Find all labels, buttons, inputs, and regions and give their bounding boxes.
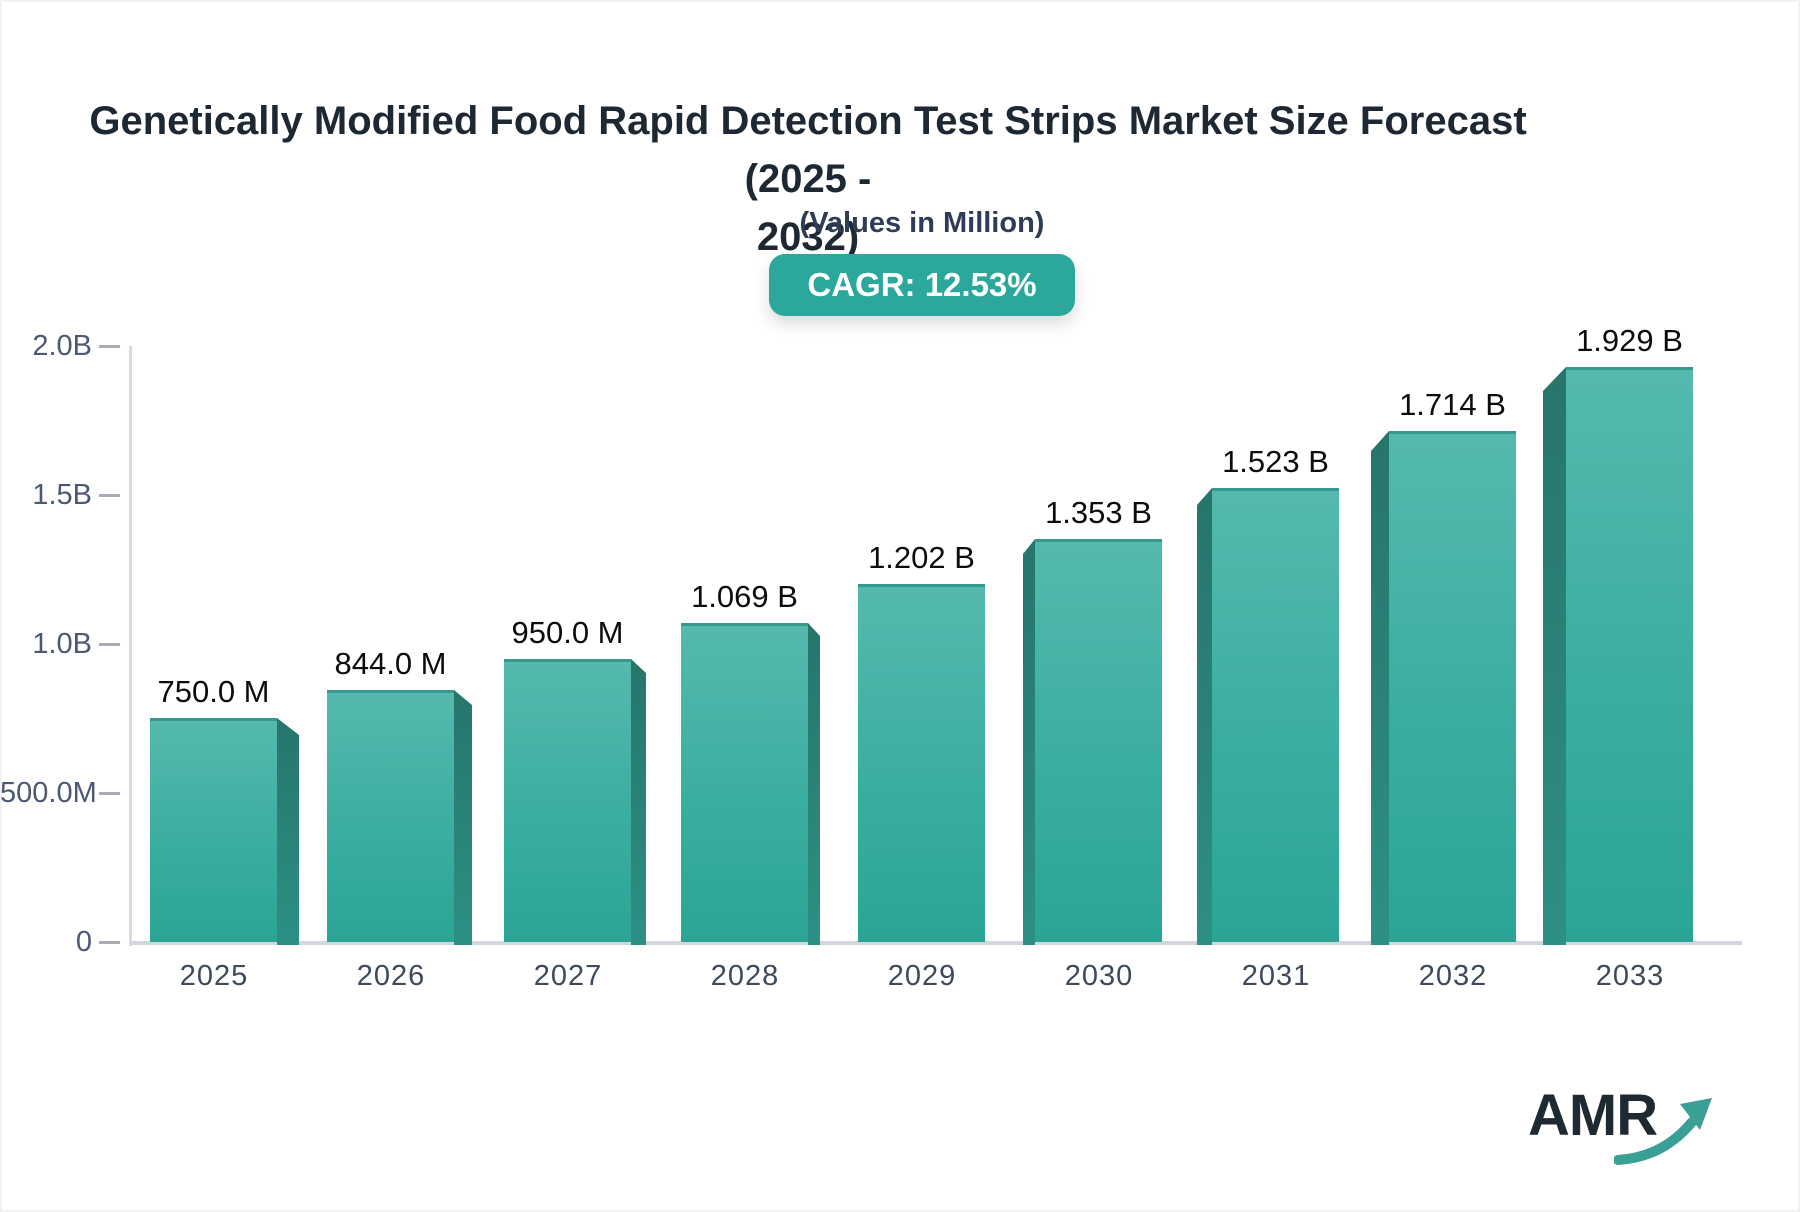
bar-2026[interactable]: [327, 690, 454, 942]
y-tick-dash: [99, 941, 120, 944]
bar-side-2033: [1543, 367, 1566, 945]
y-tick-label: 500.0M: [0, 777, 97, 809]
bar-value-label-2033: 1.929 B: [1576, 323, 1683, 358]
bar-2032[interactable]: [1389, 431, 1516, 942]
bar-side-2030: [1023, 539, 1035, 945]
bar-side-2032: [1371, 431, 1389, 945]
growth-arrow-icon: [1614, 1098, 1712, 1165]
chart-title: Genetically Modified Food Rapid Detectio…: [83, 92, 1533, 266]
x-tick-label-2027: 2027: [533, 960, 603, 992]
x-tick-label-2025: 2025: [179, 960, 249, 992]
bar-value-label-2026: 844.0 M: [334, 646, 447, 681]
y-tick-dash: [99, 345, 120, 348]
y-axis-line: [129, 346, 132, 946]
x-tick-label-2032: 2032: [1418, 960, 1488, 992]
x-tick-label-2029: 2029: [887, 960, 957, 992]
bar-2027[interactable]: [504, 659, 631, 942]
bar-value-label-2031: 1.523 B: [1222, 444, 1329, 479]
bar-side-2027: [631, 659, 646, 945]
x-tick-label-2026: 2026: [356, 960, 426, 992]
bar-2033[interactable]: [1566, 367, 1693, 942]
y-tick-label: 1.0B: [32, 628, 92, 660]
y-tick-dash: [99, 643, 120, 646]
bar-value-label-2027: 950.0 M: [511, 615, 624, 650]
x-tick-label-2028: 2028: [710, 960, 780, 992]
bar-2031[interactable]: [1212, 488, 1339, 942]
bar-value-label-2032: 1.714 B: [1399, 387, 1506, 422]
x-tick-label-2033: 2033: [1595, 960, 1665, 992]
chart-title-line2: 2032): [756, 215, 860, 259]
bar-2029[interactable]: [858, 584, 985, 942]
cagr-badge: CAGR: 12.53%: [769, 254, 1075, 316]
y-tick-dash: [99, 792, 120, 795]
x-axis-line: [130, 941, 1742, 945]
chart-subheader: (Values in Million) CAGR: 12.53%: [22, 206, 1800, 316]
amr-logo: AMR: [1528, 1082, 1728, 1172]
bar-side-2028: [808, 623, 820, 945]
y-tick-dash: [99, 494, 120, 497]
bar-2028[interactable]: [681, 623, 808, 942]
bar-side-2025: [277, 718, 299, 945]
bar-value-label-2029: 1.202 B: [868, 540, 975, 575]
bar-2030[interactable]: [1035, 539, 1162, 942]
bar-side-2026: [454, 690, 472, 945]
amr-logo-text: AMR: [1528, 1083, 1658, 1148]
bar-value-label-2030: 1.353 B: [1045, 495, 1152, 530]
bar-2025[interactable]: [150, 718, 277, 942]
x-tick-label-2030: 2030: [1064, 960, 1134, 992]
bar-value-label-2028: 1.069 B: [691, 579, 798, 614]
x-tick-label-2031: 2031: [1241, 960, 1311, 992]
chart-subtitle: (Values in Million): [799, 207, 1045, 239]
y-tick-label: 0: [75, 926, 92, 958]
bar-value-label-2025: 750.0 M: [157, 674, 270, 709]
bar-side-2031: [1197, 488, 1212, 945]
y-tick-label: 1.5B: [32, 479, 92, 511]
chart-title-line1: Genetically Modified Food Rapid Detectio…: [89, 99, 1527, 201]
y-tick-label: 2.0B: [32, 330, 92, 362]
